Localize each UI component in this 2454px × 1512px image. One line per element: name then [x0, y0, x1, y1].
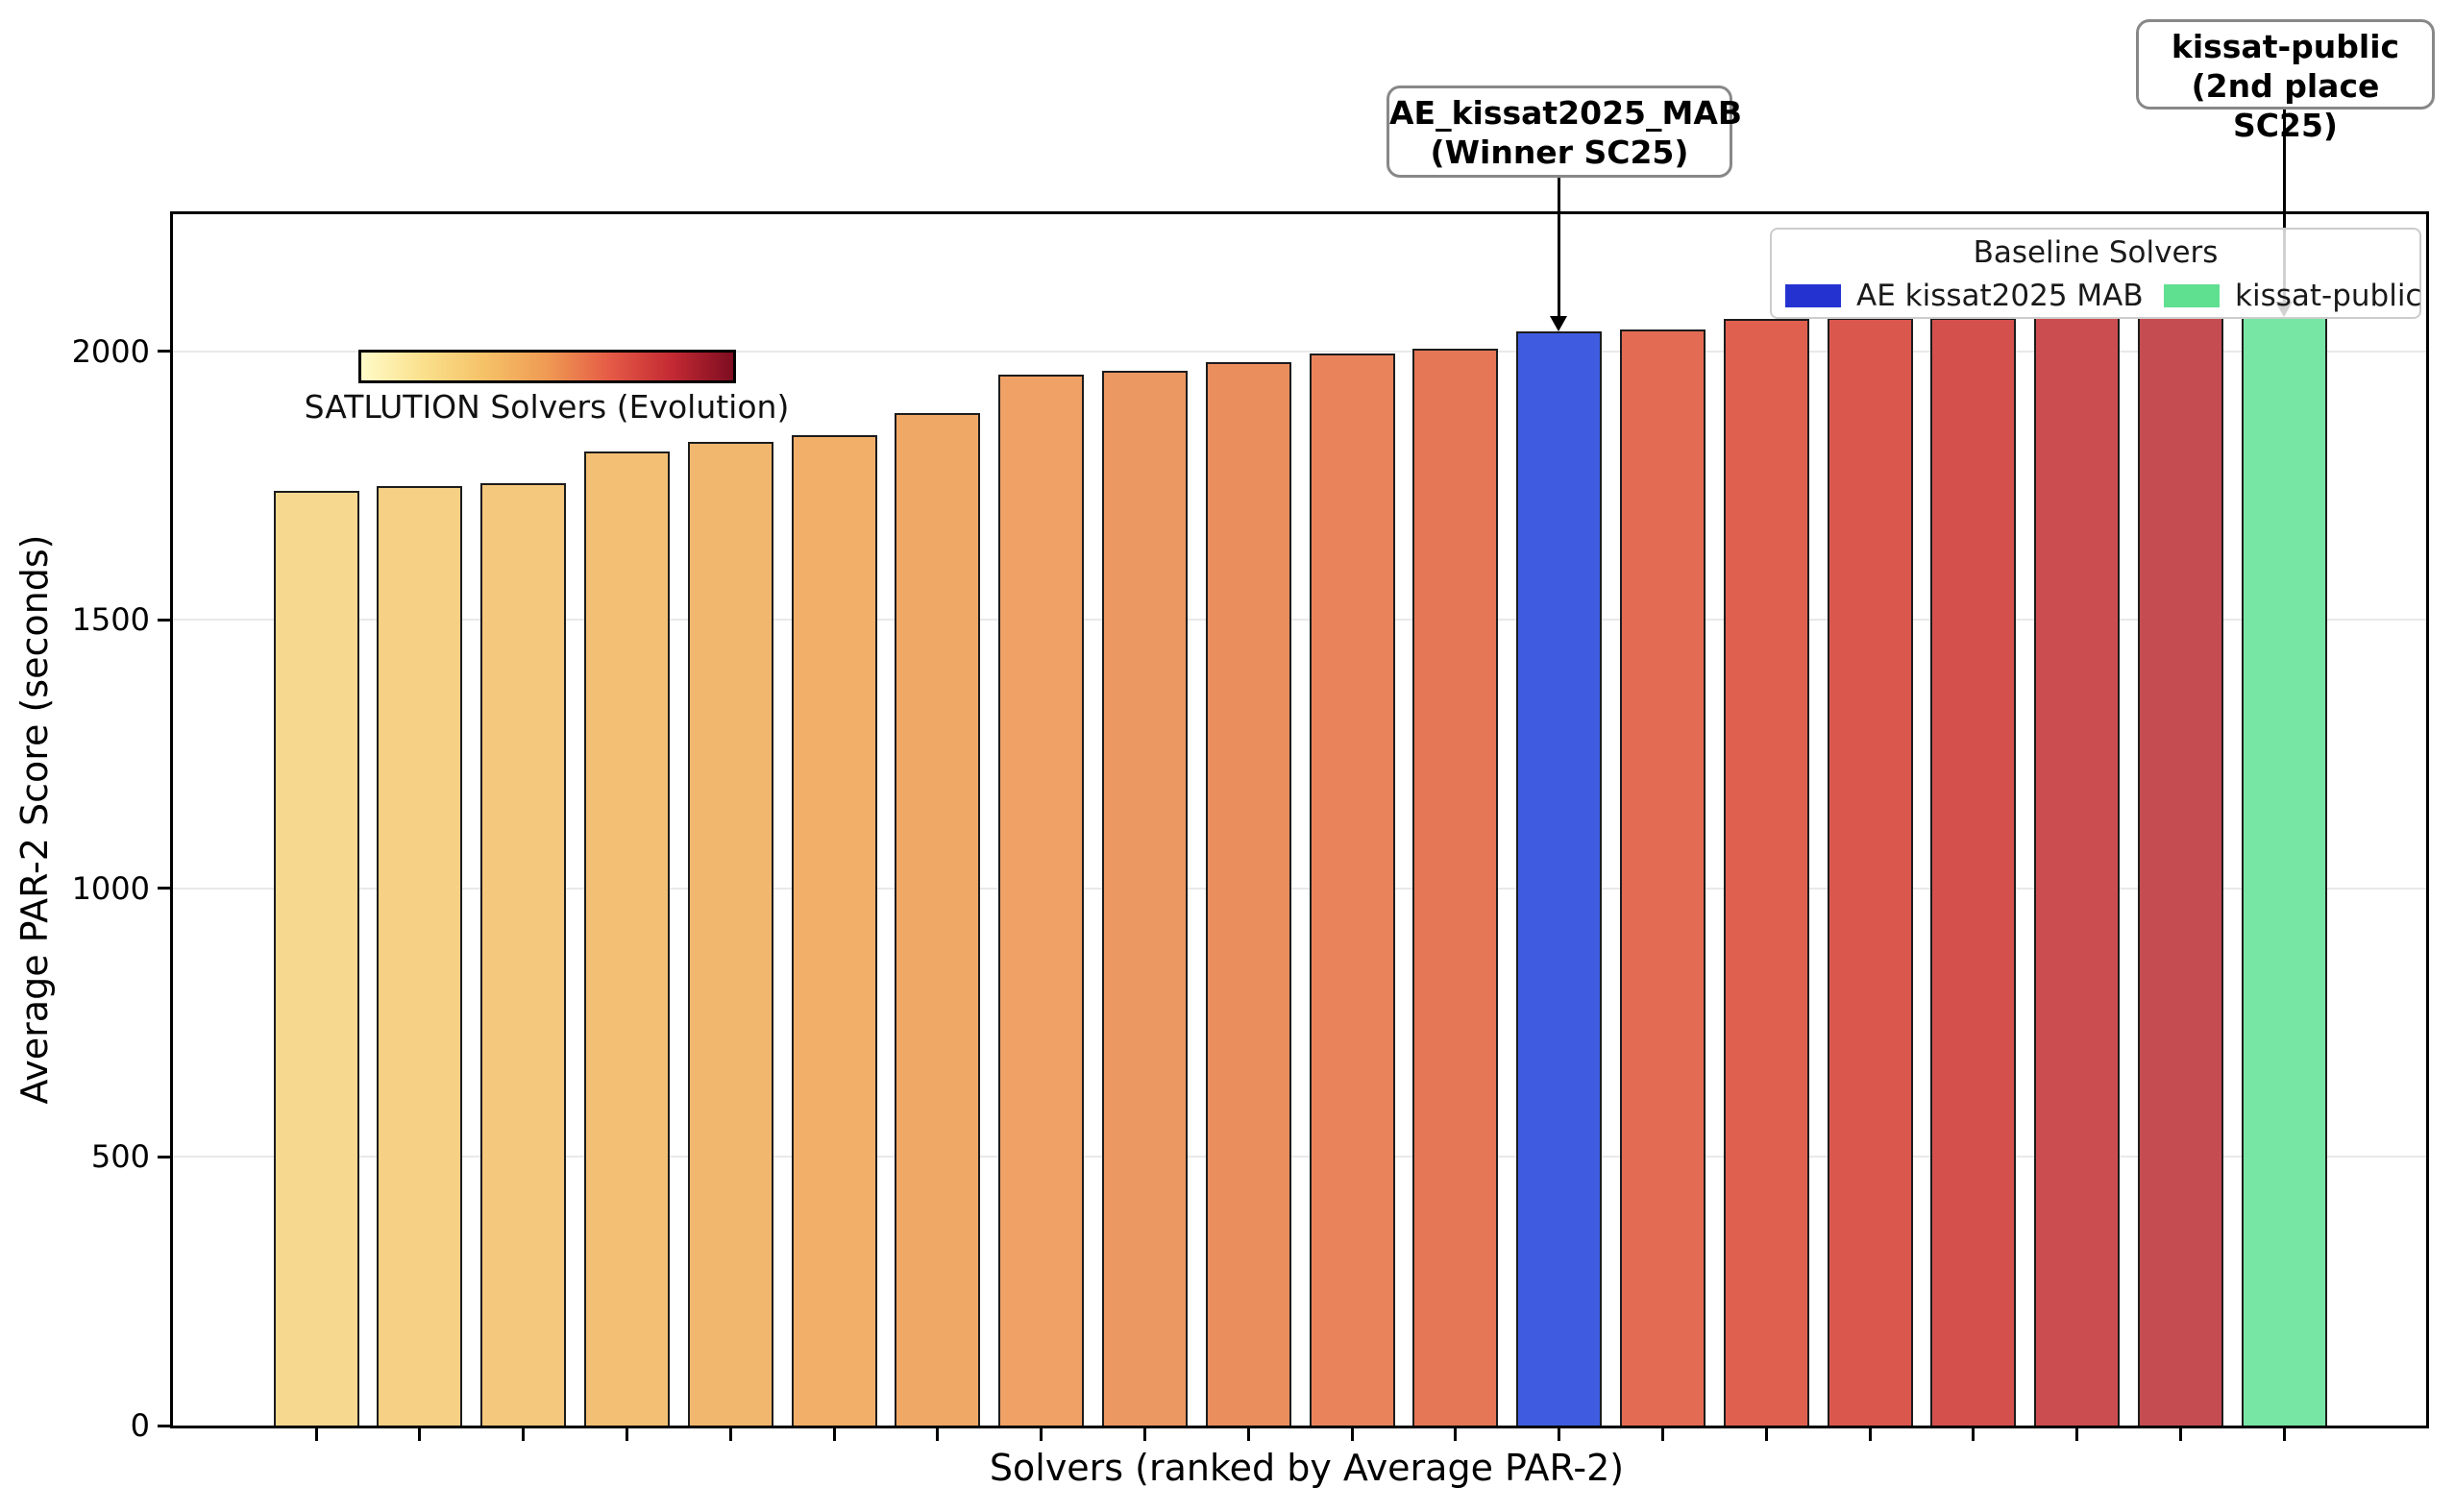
colorbar-label: SATLUTION Solvers (Evolution) [304, 388, 790, 426]
winner-arrow-line [1558, 178, 1560, 318]
x-tick-mark-13 [1558, 1428, 1561, 1441]
bar-rank-2 [377, 486, 463, 1426]
x-tick-mark-4 [625, 1428, 628, 1441]
x-tick-mark-7 [936, 1428, 940, 1441]
bar-rank-1 [273, 491, 359, 1426]
legend-label: kissat-public [2235, 279, 2422, 313]
y-tick-mark-1500 [158, 618, 170, 622]
bar-rank-19 [2137, 317, 2223, 1426]
x-tick-mark-5 [728, 1428, 732, 1441]
y-tick-mark-1000 [158, 887, 170, 890]
y-tick-label-500: 500 [90, 1138, 150, 1176]
bar-rank-20-kissat-public [2241, 317, 2327, 1426]
x-tick-mark-20 [2282, 1428, 2286, 1441]
y-tick-label-1500: 1500 [71, 601, 150, 639]
bar-rank-17 [1930, 318, 2017, 1426]
second-place-arrow-line [2283, 110, 2286, 304]
bar-rank-16 [1827, 318, 1913, 1426]
legend-title: Baseline Solvers [1973, 235, 2219, 270]
annotation-line: (2nd place SC25) [2191, 67, 2380, 144]
colorbar-gradient [358, 350, 736, 383]
y-tick-label-2000: 2000 [71, 332, 150, 370]
x-tick-mark-6 [832, 1428, 836, 1441]
y-tick-mark-2000 [158, 350, 170, 354]
plot-area [170, 211, 2429, 1428]
legend-swatch-green [2164, 284, 2220, 307]
x-tick-mark-19 [2178, 1428, 2182, 1441]
annotation-line: kissat-public [2171, 28, 2400, 65]
bar-rank-4 [583, 451, 670, 1426]
bar-rank-18 [2034, 317, 2121, 1426]
legend-swatch-blue [1785, 284, 1841, 307]
legend-entry-kissat-public: kissat-public [2164, 279, 2421, 313]
bar-rank-3 [480, 483, 567, 1426]
legend-label: AE kissat2025 MAB [1856, 279, 2144, 313]
y-tick-label-0: 0 [130, 1407, 150, 1444]
bar-rank-13-ae-kissat2025-mab [1516, 331, 1603, 1426]
x-tick-mark-8 [1040, 1428, 1043, 1441]
gridline-y-500 [173, 1156, 2426, 1158]
bar-rank-15 [1723, 319, 1809, 1426]
bar-rank-11 [1309, 354, 1395, 1426]
gridline-y-1000 [173, 887, 2426, 890]
x-axis-label: Solvers (ranked by Average PAR-2) [989, 1447, 1625, 1489]
annotation-second-place: kissat-public (2nd place SC25) [2136, 19, 2435, 144]
bar-rank-7 [895, 413, 981, 1426]
legend-entry-ae-kissat2025-mab: AE kissat2025 MAB [1785, 279, 2144, 313]
annotation-winner: AE_kissat2025_MAB (Winner SC25) [1387, 85, 1743, 178]
x-tick-mark-12 [1454, 1428, 1458, 1441]
gridline-y-1500 [173, 619, 2426, 622]
y-tick-mark-500 [158, 1155, 170, 1158]
y-tick-label-1000: 1000 [71, 869, 150, 907]
bar-rank-9 [1101, 371, 1188, 1426]
x-tick-mark-17 [1972, 1428, 1975, 1441]
bar-rank-5 [687, 442, 773, 1426]
annotation-line: AE_kissat2025_MAB [1389, 94, 1743, 132]
bar-rank-6 [791, 435, 877, 1426]
bar-rank-8 [998, 375, 1085, 1426]
winner-arrow-head-icon [1550, 316, 1567, 331]
x-tick-mark-2 [418, 1428, 422, 1441]
annotation-line: (Winner SC25) [1430, 134, 1689, 171]
x-tick-mark-18 [2075, 1428, 2079, 1441]
x-tick-mark-9 [1142, 1428, 1146, 1441]
x-tick-mark-15 [1764, 1428, 1768, 1441]
x-tick-mark-3 [522, 1428, 526, 1441]
y-tick-mark-0 [158, 1424, 170, 1427]
x-tick-mark-11 [1350, 1428, 1354, 1441]
bar-rank-14 [1619, 329, 1706, 1426]
x-tick-mark-10 [1246, 1428, 1250, 1441]
gridline-y-2000 [173, 350, 2426, 353]
x-tick-mark-14 [1660, 1428, 1664, 1441]
legend: Baseline Solvers AE kissat2025 MAB kissa… [1770, 228, 2421, 319]
bar-rank-10 [1205, 362, 1291, 1426]
bar-rank-12 [1412, 349, 1499, 1426]
x-tick-mark-1 [314, 1428, 318, 1441]
x-tick-mark-16 [1868, 1428, 1872, 1441]
